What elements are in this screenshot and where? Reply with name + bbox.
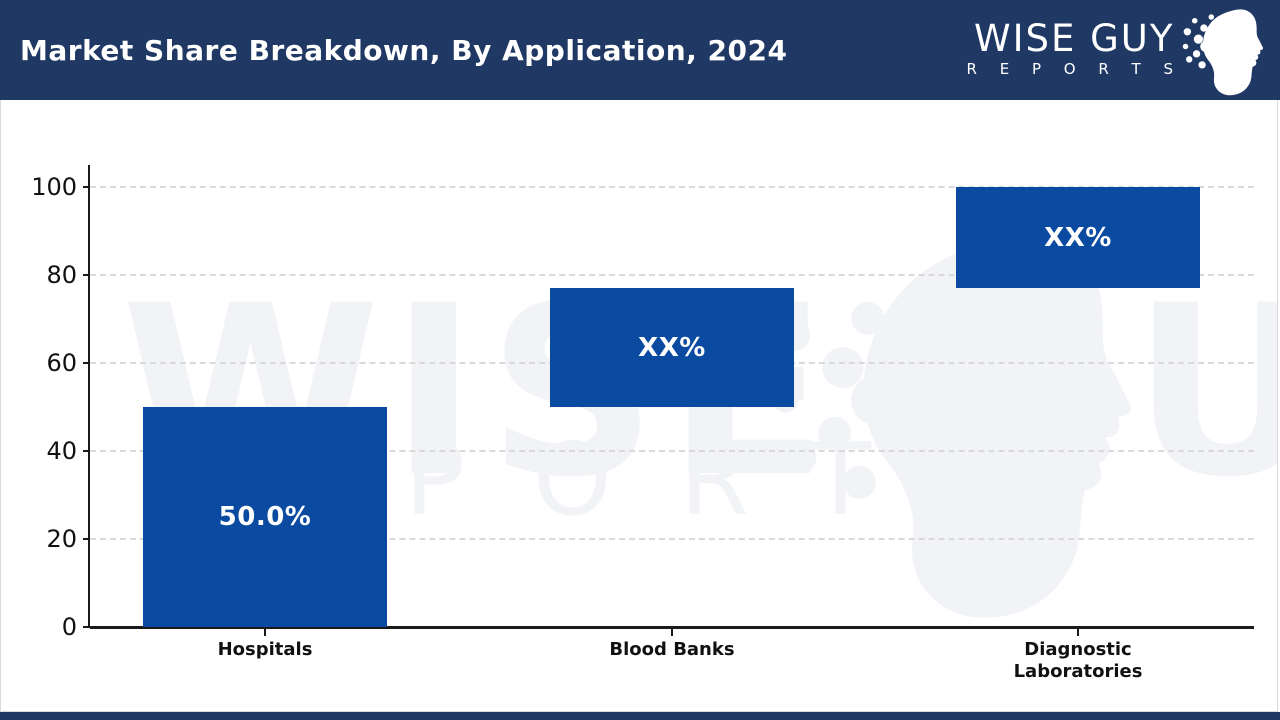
- y-axis-tick-0: [83, 626, 90, 628]
- logo-wordmark-line2: R E P O R T S: [966, 60, 1182, 78]
- gridline-100: [90, 186, 1254, 188]
- wise-guy-reports-logo: WISE GUY R E P O R T S: [967, 4, 1270, 96]
- y-axis-label-60: 60: [46, 349, 77, 377]
- x-axis-tick-2: [1077, 629, 1079, 636]
- bar-blood-banks: XX%: [550, 288, 794, 407]
- gridline-80: [90, 274, 1254, 276]
- x-axis-category-label-0: Hospitals: [217, 639, 313, 660]
- logo-wordmark-line1: WISE GUY: [974, 17, 1175, 60]
- y-axis-tick-60: [83, 362, 90, 364]
- y-axis-label-80: 80: [46, 261, 77, 289]
- chart-canvas: WISE GUY REPORTS 02040608010050.0%Hospit…: [0, 100, 1278, 712]
- y-axis-tick-80: [83, 274, 90, 276]
- watermark-face-icon: [773, 235, 1132, 618]
- logo-face-icon: [1182, 9, 1264, 96]
- y-axis-tick-40: [83, 450, 90, 452]
- plot-area: 0 20 40 60 80 100 50.0% Hospitals XX% Blood Banks…: [1, 100, 1277, 711]
- bar-value-label: 50.0%: [218, 502, 312, 532]
- page-title: Market Share Breakdown, By Application, …: [20, 33, 788, 67]
- bar-value-label: XX%: [638, 332, 706, 363]
- bar-hospitals: 50.0%: [143, 407, 387, 627]
- header-band: Market Share Breakdown, By Application, …: [0, 0, 1280, 100]
- bar-diagnostic-laboratories: XX%: [956, 187, 1200, 289]
- bar-value-label: XX%: [1044, 222, 1112, 253]
- x-axis-category-label-1: Blood Banks: [609, 639, 735, 660]
- y-axis-label-40: 40: [46, 437, 77, 465]
- logo-wordmark: WISE GUY R E P O R T S: [966, 17, 1182, 79]
- y-axis-spine: [88, 165, 90, 627]
- gridline-20: [90, 538, 1254, 540]
- y-axis-tick-20: [83, 538, 90, 540]
- x-axis-spine: [90, 626, 1254, 629]
- x-axis-tick-0: [264, 629, 266, 636]
- y-axis-label-100: 100: [31, 173, 77, 201]
- y-axis-label-0: 0: [61, 613, 77, 641]
- y-axis-label-20: 20: [46, 525, 77, 553]
- x-axis-category-label-2: Diagnostic Laboratories: [1013, 639, 1143, 682]
- x-axis-tick-1: [671, 629, 673, 636]
- gridline-40: [90, 450, 1254, 452]
- y-axis-tick-100: [83, 186, 90, 188]
- footer-band: [0, 712, 1280, 720]
